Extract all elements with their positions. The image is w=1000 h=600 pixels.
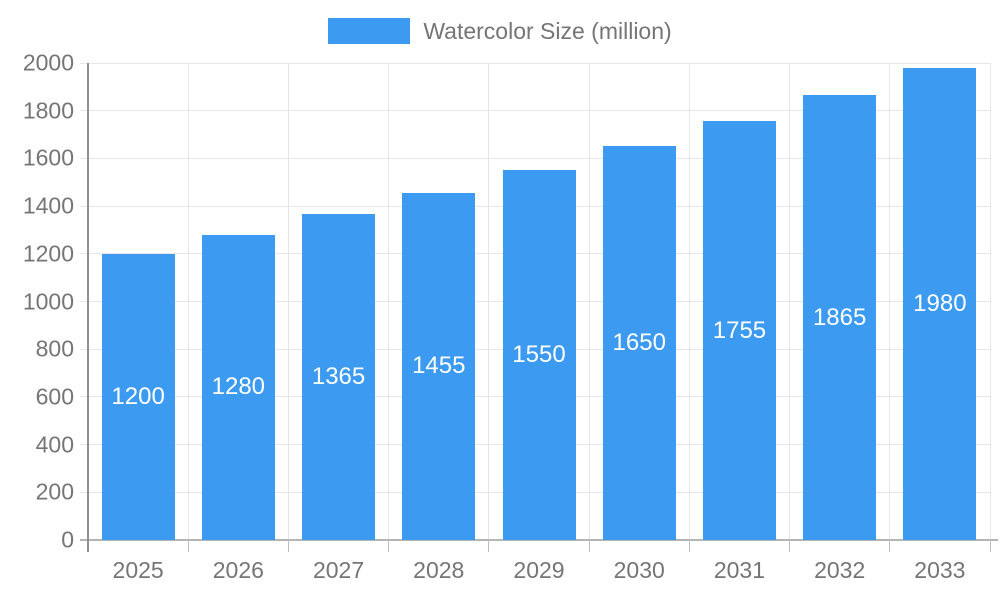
x-axis-tick-label: 2031 [713, 557, 766, 583]
gridline-vertical [688, 63, 690, 540]
bar-value-label: 1980 [913, 289, 967, 317]
x-axis-tick [789, 540, 791, 552]
bar-value-label: 1865 [812, 303, 867, 331]
gridline-vertical [789, 63, 791, 540]
y-axis-tick-label: 0 [61, 526, 74, 553]
gridline-vertical [388, 63, 390, 540]
gridline-vertical [989, 63, 991, 540]
gridline-horizontal [80, 62, 990, 64]
x-axis-tick [588, 540, 590, 552]
y-axis-tick-label: 2000 [22, 49, 74, 76]
x-axis-tick [688, 540, 690, 552]
x-axis-tick [388, 540, 390, 552]
x-axis-tick [187, 540, 189, 552]
x-axis-tick-label: 2032 [814, 557, 866, 583]
bar-2028[interactable] [402, 192, 476, 540]
legend-label: Watercolor Size (million) [423, 17, 672, 44]
x-axis-tick [889, 540, 891, 552]
bar-2033[interactable] [903, 67, 977, 540]
bar-2027[interactable] [302, 214, 376, 540]
bar-value-label: 1550 [512, 341, 566, 369]
x-axis-tick-label: 2029 [513, 557, 565, 583]
y-axis-tick-label: 1800 [22, 97, 74, 124]
bar-value-label: 1755 [712, 316, 767, 344]
bar-2030[interactable] [602, 146, 676, 540]
y-axis-tick-label: 1600 [22, 144, 74, 171]
x-axis-tick-label: 2028 [413, 557, 465, 583]
legend-swatch [328, 18, 411, 44]
gridline-vertical [889, 63, 891, 540]
x-axis-tick [287, 540, 289, 552]
x-axis-tick [989, 540, 991, 552]
y-axis-tick-label: 400 [35, 431, 74, 458]
bar-2029[interactable] [502, 170, 576, 540]
bar-value-label: 1365 [311, 363, 366, 391]
y-axis-tick-label: 800 [35, 335, 74, 362]
gridline-vertical [187, 63, 189, 540]
x-axis-tick-label: 2027 [312, 557, 365, 583]
legend[interactable]: Watercolor Size (million) [0, 16, 1000, 46]
y-axis-tick-label: 200 [35, 478, 74, 505]
x-axis-line [80, 539, 998, 541]
bar-value-label: 1455 [412, 352, 466, 380]
y-axis-tick-label: 1200 [22, 240, 74, 267]
y-axis-tick-label: 1400 [22, 192, 74, 219]
bar-value-label: 1280 [211, 373, 266, 401]
plot-area: 0 200 400 600 800 1000 1200 1400 1600 1800 2000 120… [23, 51, 998, 583]
x-axis-tick-label: 2033 [914, 557, 966, 583]
bar-value-label: 1200 [111, 382, 165, 410]
x-axis-tick-label: 2026 [212, 557, 264, 583]
y-axis-line [87, 63, 89, 552]
y-axis-tick-label: 600 [35, 383, 74, 410]
bar-2026[interactable] [201, 234, 275, 540]
bar-2031[interactable] [702, 121, 776, 540]
bar-2025[interactable] [101, 253, 175, 540]
gridline-vertical [588, 63, 590, 540]
x-axis-tick-label: 2030 [613, 557, 665, 583]
gridline-vertical [287, 63, 289, 540]
y-axis-tick-label: 1000 [22, 288, 74, 314]
bar-value-label: 1650 [612, 329, 666, 357]
x-axis-tick-label: 2025 [112, 557, 164, 583]
gridline-horizontal [80, 110, 990, 112]
gridline-horizontal [80, 157, 990, 159]
gridline-vertical [488, 63, 490, 540]
bar-2032[interactable] [803, 95, 877, 540]
x-axis-tick [488, 540, 490, 552]
